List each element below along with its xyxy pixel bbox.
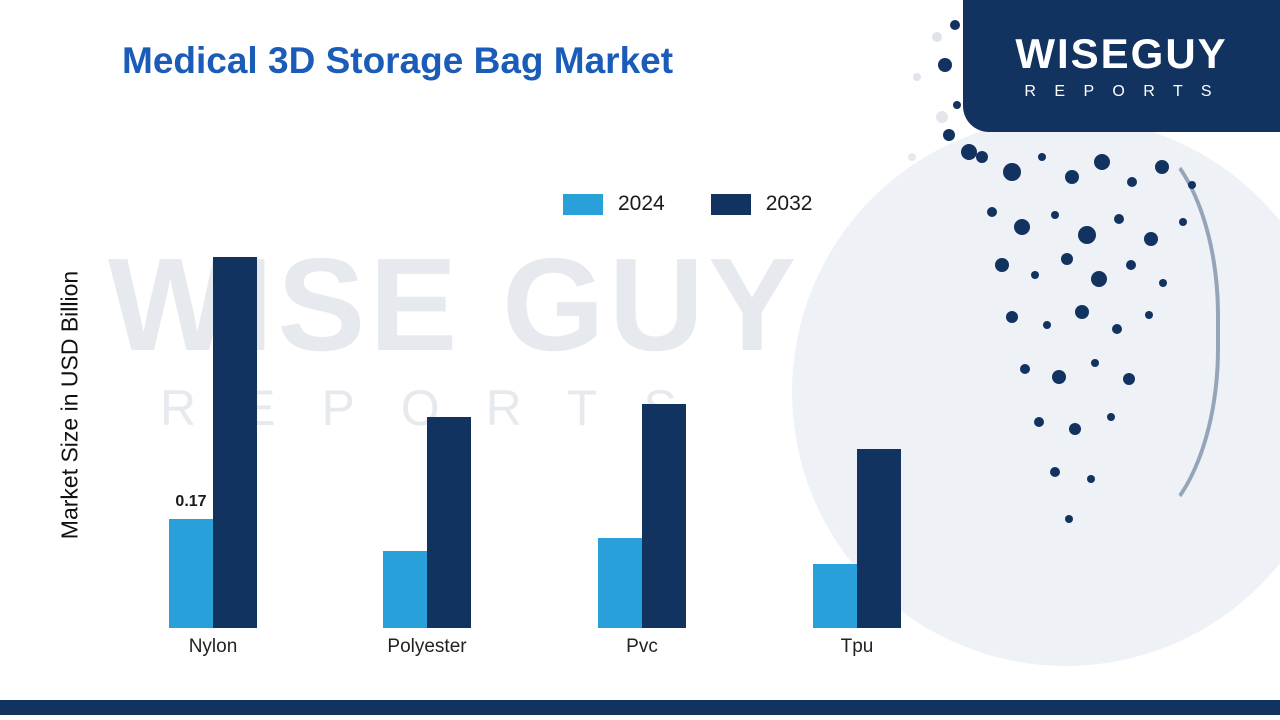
page-title: Medical 3D Storage Bag Market [122,40,674,81]
legend-label-2024: 2024 [618,192,665,215]
bar-group-nylon [169,257,257,628]
bar-tpu-2024 [813,564,857,628]
chart-legend: 2024 2032 [563,192,812,216]
legend-label-2032: 2032 [765,192,813,215]
value-label-nylon-2024: 0.17 [175,493,207,510]
category-label-polyester: Polyester [387,636,467,657]
bar-group-polyester [383,417,471,628]
legend-swatch-2024 [563,193,603,215]
footer-bar [0,700,1280,715]
bar-polyester-2024 [383,551,427,628]
face-profile-arc [1022,128,1220,536]
bar-tpu-2032 [857,449,901,628]
legend-swatch-2032 [710,193,751,215]
bar-polyester-2032 [427,417,471,628]
bar-group-pvc [598,404,686,628]
logo-reports-text: R E P O R T S [1024,83,1219,100]
bar-group-tpu [813,449,901,628]
logo-wordmark: WISEGUY [1015,30,1228,77]
legend-item-2024: 2024 [563,192,665,216]
category-label-pvc: Pvc [626,636,658,657]
legend-item-2032: 2032 [710,192,813,216]
bar-nylon-2024 [169,519,213,628]
bar-pvc-2024 [598,538,642,628]
wiseguy-logo: WISEGUY R E P O R T S [963,0,1280,132]
bar-nylon-2032 [213,257,257,628]
category-label-tpu: Tpu [840,636,874,657]
bar-pvc-2032 [642,404,686,628]
category-label-nylon: Nylon [188,636,238,657]
